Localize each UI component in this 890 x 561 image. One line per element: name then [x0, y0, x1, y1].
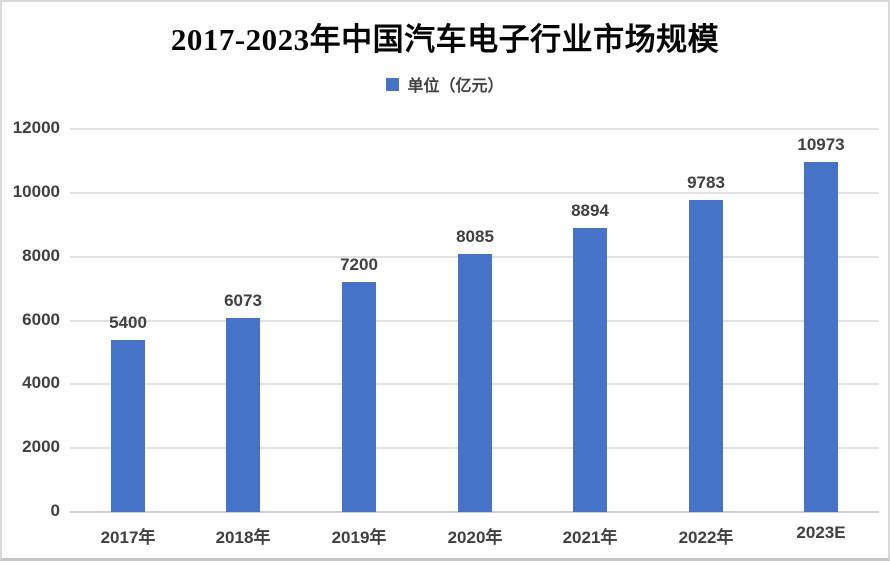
y-tick-label-6000: 6000: [22, 310, 60, 329]
bar-2019年: [342, 282, 376, 512]
x-axis-line: [70, 511, 879, 513]
x-tick-label-2020年: 2020年: [447, 528, 503, 547]
bar-2023E: [804, 162, 838, 512]
x-tick-label-2021年: 2021年: [562, 528, 618, 547]
data-label-2022年: 9783: [687, 173, 725, 192]
x-tick-label-2023E: 2023E: [796, 523, 846, 542]
data-label-2017年: 5400: [109, 313, 147, 332]
bar-2022年: [689, 200, 723, 512]
chart-title: 2017-2023年中国汽车电子行业市场规模: [170, 22, 720, 57]
data-label-2020年: 8085: [456, 227, 494, 246]
bar-2021年: [573, 228, 607, 512]
gridline-10000: [70, 192, 879, 194]
y-tick-label-8000: 8000: [22, 246, 60, 265]
bar-2018年: [226, 318, 260, 512]
y-tick-label-2000: 2000: [22, 437, 60, 456]
bar-2020年: [458, 254, 492, 512]
x-tick-label-2022年: 2022年: [678, 528, 734, 547]
y-tick-label-4000: 4000: [22, 373, 60, 392]
x-tick-label-2019年: 2019年: [331, 528, 387, 547]
gridline-12000: [70, 128, 879, 130]
legend: 单位（亿元）: [2, 72, 888, 96]
bar-2017年: [111, 340, 145, 512]
x-tick-label-2017年: 2017年: [100, 528, 156, 547]
legend-label: 单位（亿元）: [407, 78, 504, 95]
y-tick-label-0: 0: [50, 501, 60, 520]
data-label-2023E: 10973: [797, 135, 845, 154]
data-label-2021年: 8894: [571, 201, 609, 220]
y-tick-label-12000: 12000: [12, 118, 60, 137]
y-tick-label-10000: 10000: [12, 182, 60, 201]
plot-area: 5400 6073 7200 8085 8894 9783 10973: [70, 128, 879, 513]
data-label-2018年: 6073: [224, 291, 262, 310]
data-label-2019年: 7200: [340, 255, 378, 274]
x-tick-label-2018年: 2018年: [215, 528, 271, 547]
legend-swatch-icon: [386, 77, 400, 91]
